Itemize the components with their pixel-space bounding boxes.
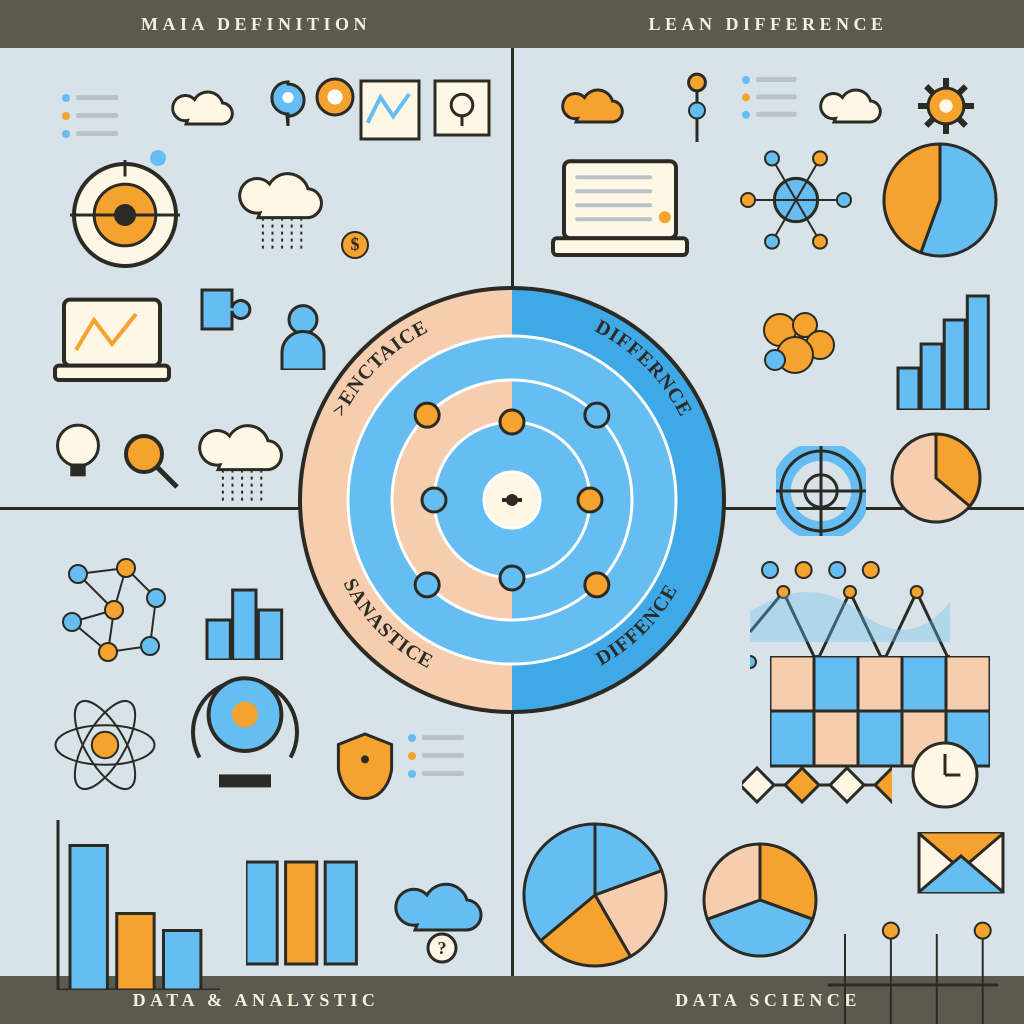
bottom-left-label: DATA & ANALYSTIC (0, 990, 512, 1011)
tl-pin-2 (265, 80, 311, 126)
tl-coin-9: $ (340, 230, 370, 260)
tr-bubbles-8 (750, 300, 850, 400)
tl-bullets-0 (60, 90, 120, 150)
tl-frame-4 (358, 78, 422, 142)
tl-laptop-10 (52, 290, 172, 410)
br-mail-4 (916, 820, 1006, 910)
tr-pie-10 (888, 430, 984, 526)
svg-text:SANASTICE: SANASTICE (339, 575, 437, 673)
tr-donut-11 (776, 446, 866, 536)
br-piecut-5 (520, 820, 670, 970)
tl-rain-15 (196, 412, 292, 508)
bl-barsaxis-6 (50, 820, 220, 990)
tl-person-12 (268, 300, 338, 370)
top-bar: MAIA DEFINITIONLEAN DIFFERENCE (0, 0, 1024, 48)
tr-bullets-2 (740, 72, 798, 130)
tr-pie-7 (880, 140, 1000, 260)
tr-antenna-1 (662, 72, 732, 142)
tl-badge-3 (314, 76, 356, 118)
svg-text:DIFFERNCE: DIFFERNCE (592, 316, 697, 421)
tl-target-7 (70, 160, 180, 270)
svg-text:$: $ (351, 234, 360, 254)
top-left-label: MAIA DEFINITION (0, 14, 512, 35)
bl-cloudq-8: ? (392, 870, 492, 970)
tl-magnify-14 (120, 430, 180, 490)
svg-text:>ENCTAICE: >ENCTAICE (328, 316, 432, 420)
tl-puzzle-11 (196, 284, 256, 344)
tl-cloud-1 (170, 82, 240, 152)
tr-cloud-0 (560, 80, 630, 150)
bl-bars-1 (192, 560, 292, 660)
bl-mesh-0 (54, 550, 174, 670)
center-labels: >ENCTAICE DIFFERNCE SANASTICE DIFFENCE (280, 268, 744, 732)
bl-shield-4 (330, 730, 400, 800)
tr-bars-9 (880, 290, 1000, 410)
svg-text:?: ? (438, 938, 447, 958)
tl-bulb-13 (46, 420, 110, 484)
br-pie-6 (700, 840, 820, 960)
tr-neural-6 (736, 140, 856, 260)
br-timeline-7 (828, 900, 998, 1024)
br-clock-3 (910, 740, 980, 810)
bl-globe-3 (180, 660, 310, 790)
bl-books-7 (246, 850, 366, 970)
bl-atom-2 (50, 690, 160, 800)
bl-bullets-5 (406, 730, 466, 790)
tr-gear-4 (918, 78, 974, 134)
tr-laptop-5 (550, 150, 690, 290)
top-right-label: LEAN DIFFERENCE (512, 14, 1024, 35)
tl-rain-8 (236, 160, 332, 256)
tl-frame-5 (432, 78, 492, 138)
svg-text:DIFFENCE: DIFFENCE (592, 580, 682, 670)
